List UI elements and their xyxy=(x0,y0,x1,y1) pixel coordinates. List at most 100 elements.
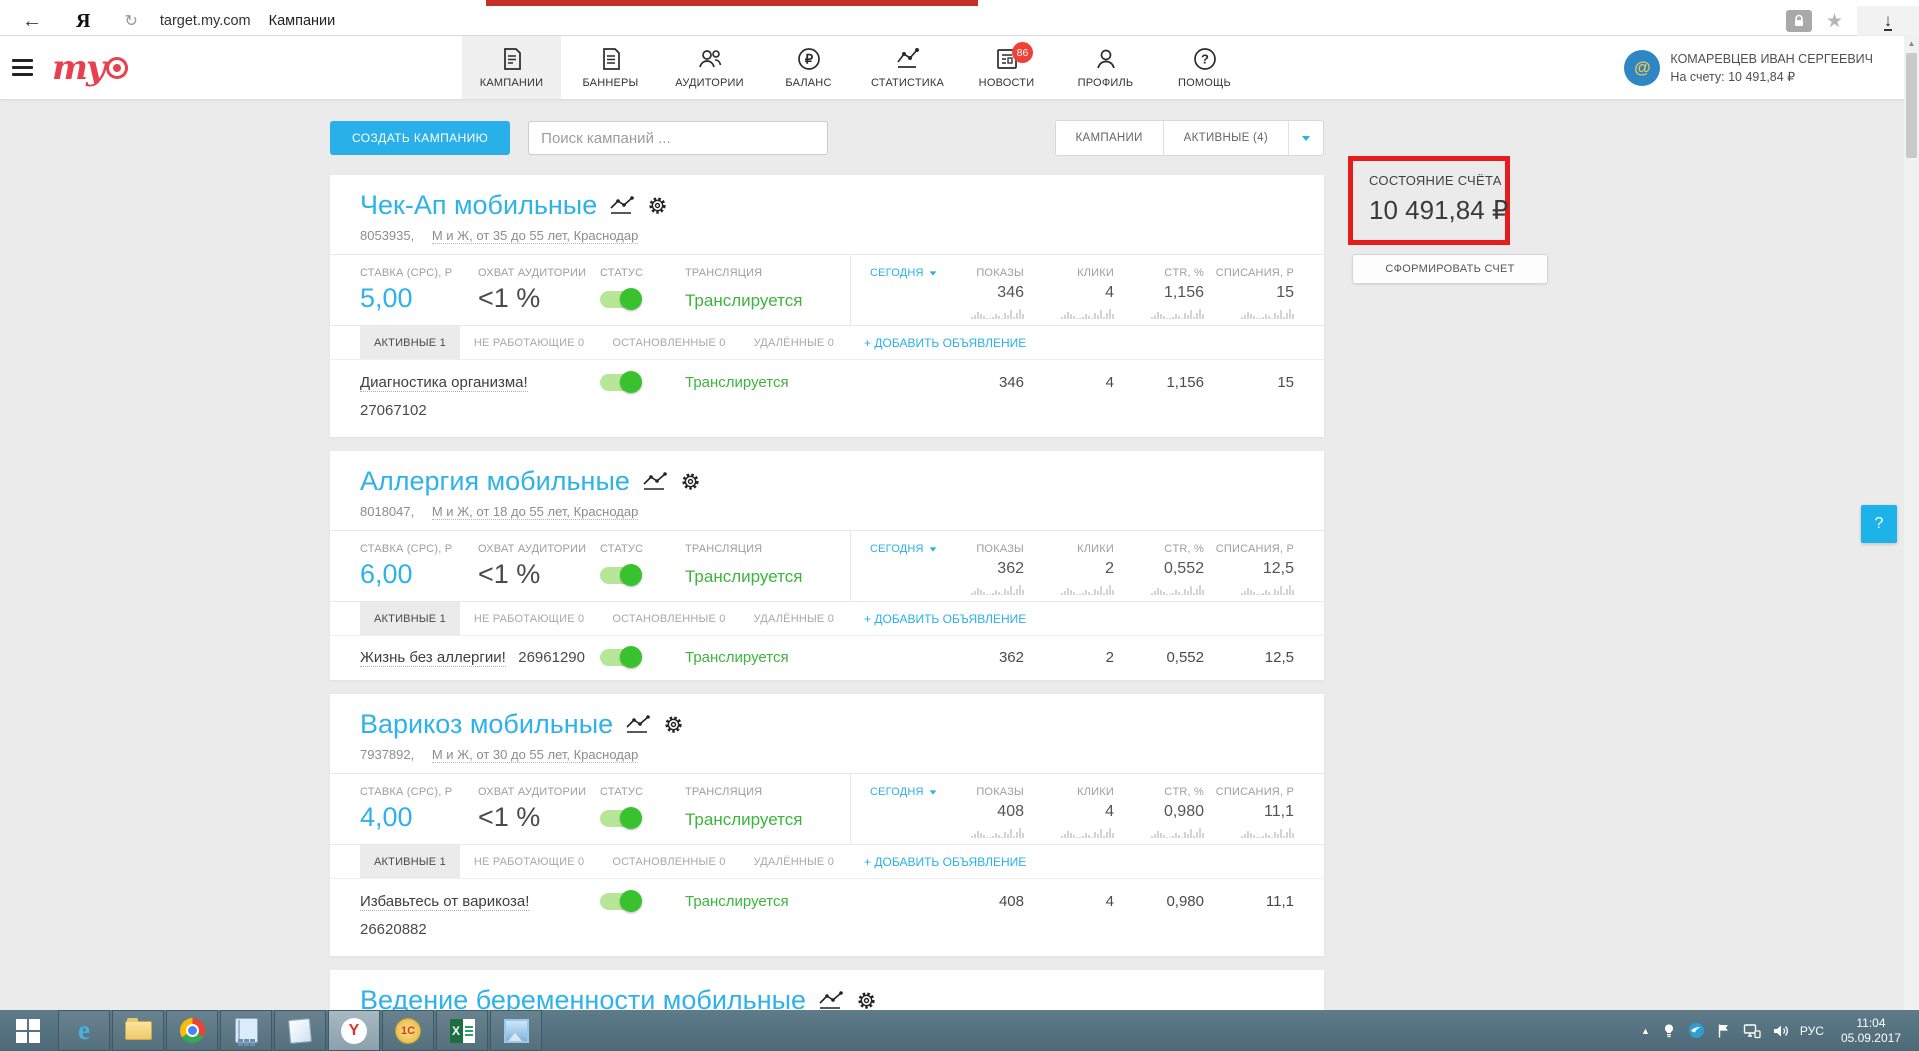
filter-type-dropdown[interactable]: КАМПАНИИ xyxy=(1056,121,1164,155)
tab-active-ads[interactable]: АКТИВНЫЕ 1 xyxy=(360,602,460,635)
tray-speaker-icon[interactable] xyxy=(1772,1023,1789,1039)
create-campaign-button[interactable]: СОЗДАТЬ КАМПАНИЮ xyxy=(330,121,511,155)
start-button[interactable] xyxy=(0,1010,56,1051)
campaign-settings-gear-icon[interactable] xyxy=(856,990,877,1010)
add-ad-link[interactable]: + ДОБАВИТЬ ОБЪЯВЛЕНИЕ xyxy=(864,335,1027,350)
tray-bulb-icon[interactable] xyxy=(1661,1023,1677,1039)
url-text[interactable]: target.my.com xyxy=(159,13,251,29)
lock-icon[interactable] xyxy=(1785,10,1812,32)
yandex-logo[interactable]: Я xyxy=(76,9,91,32)
shows-value: 408 xyxy=(997,803,1024,820)
campaign-targeting-link[interactable]: М и Ж, от 35 до 55 лет, Краснодар xyxy=(431,228,639,244)
tab-deleted-ads[interactable]: УДАЛЁННЫЕ 0 xyxy=(753,855,835,868)
browser-tab-strip[interactable] xyxy=(486,0,978,6)
refresh-icon[interactable]: ↻ xyxy=(124,13,138,30)
taskbar-file-explorer[interactable] xyxy=(112,1010,164,1051)
scrollbar-up-arrow[interactable]: ▲ xyxy=(1907,39,1916,48)
tab-active-ads[interactable]: АКТИВНЫЕ 1 xyxy=(360,845,460,878)
ad-status-toggle[interactable] xyxy=(600,646,642,668)
nav-item-statistics[interactable]: СТАТИСТИКА xyxy=(858,36,957,99)
campaign-status-toggle[interactable] xyxy=(600,564,642,586)
spent-sparkline xyxy=(1204,826,1294,838)
help-widget-tab[interactable]: ? xyxy=(1861,505,1897,543)
campaign-title-link[interactable]: Варикоз мобильные xyxy=(360,709,614,739)
tray-thunderbird-icon[interactable] xyxy=(1688,1022,1705,1039)
page-scrollbar[interactable]: ▲ xyxy=(1904,36,1919,1010)
tab-deleted-ads[interactable]: УДАЛЁННЫЕ 0 xyxy=(753,612,835,625)
filter-caret-button[interactable] xyxy=(1289,121,1323,155)
taskbar-1c[interactable]: 1С xyxy=(382,1010,434,1051)
campaign-status-toggle[interactable] xyxy=(600,807,642,829)
campaign-settings-gear-icon[interactable] xyxy=(663,714,684,735)
nav-item-balance[interactable]: ₽ БАЛАНС xyxy=(759,36,858,99)
campaign-settings-gear-icon[interactable] xyxy=(680,471,701,492)
shows-value: 346 xyxy=(997,284,1024,301)
taskbar-image-viewer[interactable] xyxy=(490,1010,542,1051)
campaign-title-link[interactable]: Ведение беременности мобильные xyxy=(360,985,807,1010)
campaign-targeting-link[interactable]: М и Ж, от 30 до 55 лет, Краснодар xyxy=(431,747,639,763)
campaign-stats-icon[interactable] xyxy=(642,471,668,492)
taskbar-chrome[interactable] xyxy=(166,1010,218,1051)
nav-item-banners[interactable]: БАННЕРЫ xyxy=(561,36,660,99)
scrollbar-thumb[interactable] xyxy=(1906,53,1917,158)
taskbar-notepad[interactable] xyxy=(274,1010,326,1051)
tray-clock[interactable]: 11:04 05.09.2017 xyxy=(1835,1016,1907,1046)
campaigns-icon xyxy=(499,46,525,72)
tab-not-working-ads[interactable]: НЕ РАБОТАЮЩИЕ 0 xyxy=(473,612,585,625)
add-ad-link[interactable]: + ДОБАВИТЬ ОБЪЯВЛЕНИЕ xyxy=(864,611,1027,626)
yandex-browser-icon: Y xyxy=(341,1017,367,1044)
nav-item-news[interactable]: 86 НОВОСТИ xyxy=(957,36,1056,99)
today-dropdown[interactable]: СЕГОДНЯ xyxy=(870,786,937,798)
add-ad-link[interactable]: + ДОБАВИТЬ ОБЪЯВЛЕНИЕ xyxy=(864,854,1027,869)
campaign-title-link[interactable]: Аллергия мобильные xyxy=(360,466,630,496)
today-dropdown[interactable]: СЕГОДНЯ xyxy=(870,543,937,555)
tab-active-ads[interactable]: АКТИВНЫЕ 1 xyxy=(360,326,460,359)
tab-deleted-ads[interactable]: УДАЛЁННЫЕ 0 xyxy=(753,336,835,349)
tab-stopped-ads[interactable]: ОСТАНОВЛЕННЫЕ 0 xyxy=(612,336,726,349)
tray-language-indicator[interactable]: РУС xyxy=(1799,1023,1824,1038)
user-account-block[interactable]: @ КОМАРЕВЦЕВ ИВАН СЕРГЕЕВИЧ На счету: 10… xyxy=(1624,36,1919,99)
ad-status-toggle[interactable] xyxy=(600,890,642,912)
ad-ctr-value: 0,980 xyxy=(1166,893,1204,910)
mytarget-logo[interactable]: my xyxy=(52,36,162,99)
downloads-zone[interactable]: ↓ xyxy=(1857,6,1919,36)
create-invoice-button[interactable]: СФОРМИРОВАТЬ СЧЕТ xyxy=(1352,254,1548,284)
campaign-stats-icon[interactable] xyxy=(625,714,651,735)
tab-not-working-ads[interactable]: НЕ РАБОТАЮЩИЕ 0 xyxy=(473,855,585,868)
tab-not-working-ads[interactable]: НЕ РАБОТАЮЩИЕ 0 xyxy=(473,336,585,349)
browser-back-icon[interactable]: ← xyxy=(22,9,42,32)
menu-hamburger-icon[interactable] xyxy=(0,36,46,99)
ad-name-link[interactable]: Избавьтесь от варикоза! xyxy=(360,893,530,911)
nav-item-profile[interactable]: ПРОФИЛЬ xyxy=(1056,36,1155,99)
taskbar-calculator[interactable] xyxy=(220,1010,272,1051)
target-icon xyxy=(103,54,131,81)
campaign-id: 7937892, xyxy=(360,747,415,762)
clicks-value: 2 xyxy=(1105,560,1114,577)
bookmark-star-icon[interactable]: ★ xyxy=(1825,10,1843,32)
campaign-status-toggle[interactable] xyxy=(600,288,642,310)
tray-expand-icon[interactable]: ▲ xyxy=(1640,1025,1650,1036)
campaign-stats-icon[interactable] xyxy=(818,990,844,1011)
today-dropdown[interactable]: СЕГОДНЯ xyxy=(870,267,937,279)
taskbar-yandex-browser[interactable]: Y xyxy=(328,1010,380,1051)
nav-item-campaigns[interactable]: КАМПАНИИ xyxy=(462,36,561,99)
campaign-targeting-link[interactable]: М и Ж, от 18 до 55 лет, Краснодар xyxy=(431,504,639,520)
nav-item-audiences[interactable]: АУДИТОРИИ xyxy=(660,36,759,99)
ad-name-link[interactable]: Жизнь без аллергии! xyxy=(360,649,506,667)
shows-sparkline xyxy=(934,307,1024,319)
filter-status-dropdown[interactable]: АКТИВНЫЕ (4) xyxy=(1164,121,1289,155)
campaign-settings-gear-icon[interactable] xyxy=(647,195,668,216)
tab-stopped-ads[interactable]: ОСТАНОВЛЕННЫЕ 0 xyxy=(612,612,726,625)
tray-flag-icon[interactable] xyxy=(1716,1023,1732,1039)
taskbar-excel[interactable]: X xyxy=(436,1010,488,1051)
ad-name-link[interactable]: Диагностика организма! xyxy=(360,374,528,392)
taskbar-internet-explorer[interactable]: e xyxy=(58,1010,110,1051)
ad-status-toggle[interactable] xyxy=(600,371,642,393)
ctr-value: 0,980 xyxy=(1163,803,1204,820)
campaign-stats-icon[interactable] xyxy=(609,195,635,216)
nav-item-help[interactable]: ? ПОМОЩЬ xyxy=(1155,36,1254,99)
tab-stopped-ads[interactable]: ОСТАНОВЛЕННЫЕ 0 xyxy=(612,855,726,868)
campaign-title-link[interactable]: Чек-Ап мобильные xyxy=(360,190,598,220)
search-input[interactable] xyxy=(528,121,829,155)
tray-network-icon[interactable] xyxy=(1743,1023,1761,1039)
